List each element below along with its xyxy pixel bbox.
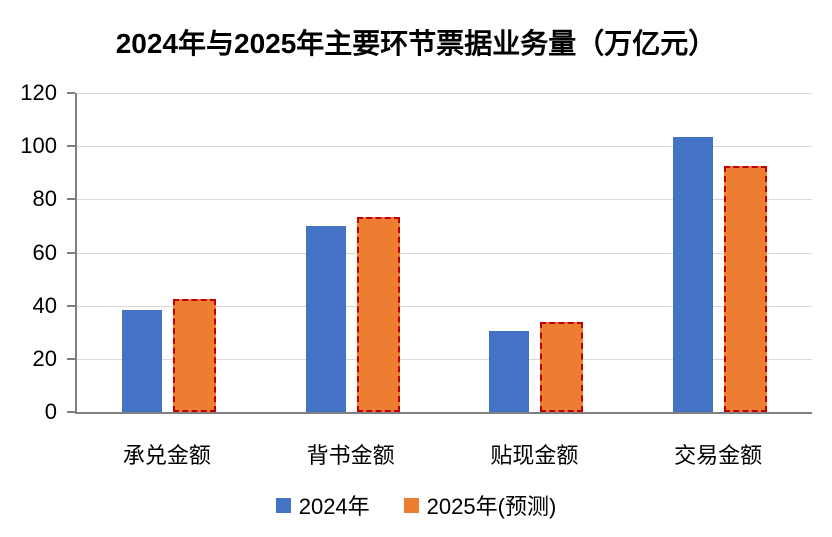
gridline-y-100 <box>77 146 812 148</box>
ytick-mark-20 <box>67 357 75 360</box>
legend-label: 2024年 <box>298 494 370 519</box>
legend-label: 2025年(预测) <box>426 494 557 519</box>
gridline-y-60 <box>77 252 812 254</box>
bar-2024年-背书金额 <box>305 225 346 412</box>
legend-item-1: 2024年 <box>275 489 370 521</box>
ytick-mark-0 <box>67 411 75 413</box>
ytick-mark-120 <box>67 92 75 94</box>
chart-title: 2024年与2025年主要环节票据业务量（万亿元） <box>115 28 717 59</box>
category-label-4: 交易金额 <box>674 443 763 468</box>
ytick-label-100: 100 <box>20 133 57 159</box>
bar-2024年-贴现金额 <box>489 330 530 412</box>
bar-2025年(预测)-背书金额 <box>356 216 400 412</box>
legend-swatch-icon <box>275 497 291 513</box>
ytick-mark-100 <box>67 145 75 148</box>
category-label-2: 背书金额 <box>306 443 395 468</box>
bar-2025年(预测)-承兑金额 <box>172 299 216 412</box>
plot-area: 0 20 40 60 80 100 120 <box>20 82 812 423</box>
gridline-y-120 <box>77 93 812 94</box>
category-label-3: 贴现金额 <box>490 443 579 468</box>
gridline-y-80 <box>77 199 812 201</box>
ytick-mark-80 <box>67 198 75 201</box>
ytick-label-40: 40 <box>32 292 57 318</box>
legend-swatch-icon <box>403 497 419 513</box>
bar-2024年-交易金额 <box>673 136 714 412</box>
legend: 2024年 2025年(预测) <box>0 489 832 521</box>
bar-2025年(预测)-贴现金额 <box>540 321 584 412</box>
bar-2025年(预测)-交易金额 <box>724 166 768 412</box>
ytick-label-0: 0 <box>44 399 57 424</box>
category-label-1: 承兑金额 <box>122 443 211 468</box>
ytick-mark-60 <box>67 251 75 254</box>
ytick-label-120: 120 <box>20 80 57 105</box>
ytick-label-20: 20 <box>32 345 57 371</box>
ytick-label-60: 60 <box>32 239 57 265</box>
ytick-mark-40 <box>67 304 75 307</box>
gridline-y-20 <box>77 358 812 360</box>
ytick-label-80: 80 <box>32 186 57 212</box>
legend-item-2: 2025年(预测) <box>403 489 557 521</box>
bar-2024年-承兑金额 <box>121 309 162 412</box>
gridline-y-40 <box>77 305 812 307</box>
